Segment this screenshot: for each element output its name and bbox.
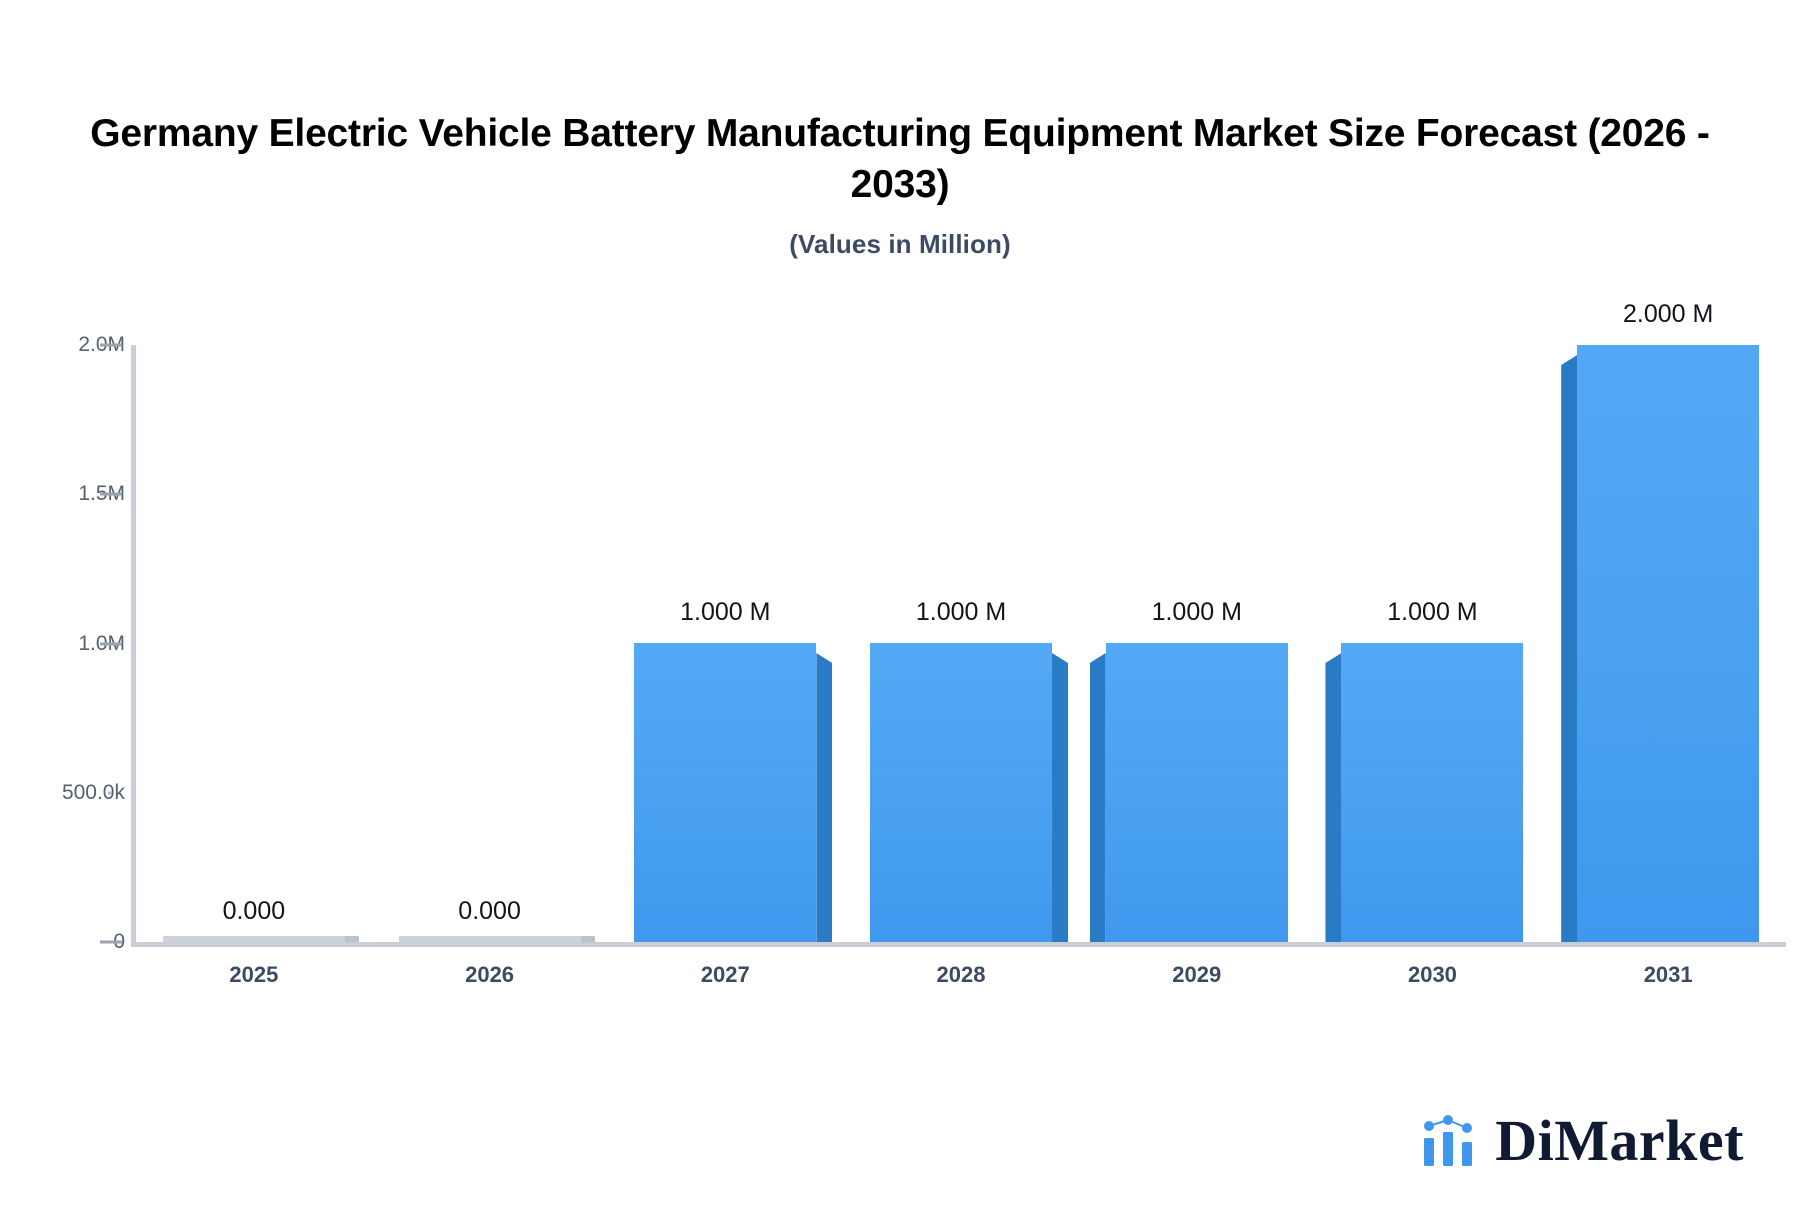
- bar-slot[interactable]: 0.000: [372, 300, 608, 942]
- bar-slot[interactable]: 1.000 M: [607, 300, 843, 942]
- bar-body[interactable]: [1561, 345, 1760, 942]
- bar-value-label: 1.000 M: [1151, 598, 1242, 626]
- bar-zero-slab[interactable]: [162, 936, 359, 942]
- bar-2026[interactable]: 0.000: [398, 897, 595, 942]
- bar-body[interactable]: [1325, 643, 1524, 942]
- bar-2025[interactable]: 0.000: [162, 897, 359, 942]
- dimarket-logo: DiMarket: [1421, 1112, 1744, 1170]
- bar-side-face: [1052, 653, 1069, 942]
- chart-header: Germany Electric Vehicle Battery Manufac…: [0, 0, 1800, 260]
- bar-front-face[interactable]: [634, 643, 817, 942]
- bar-slot[interactable]: 1.000 M: [843, 300, 1079, 942]
- y-axis-tick-mark: [100, 343, 122, 347]
- bar-side-face: [1089, 653, 1106, 942]
- bar-zero-slab[interactable]: [398, 936, 595, 942]
- bar-side-face: [1325, 653, 1342, 942]
- bar-side-face: [816, 653, 833, 942]
- bar-value-label: 1.000 M: [915, 598, 1007, 626]
- bar-2030[interactable]: 1.000 M: [1325, 598, 1524, 942]
- bar-body[interactable]: [1089, 643, 1288, 942]
- bar-series: 0.000 0.000 1.000 M 1.000 M 1.000 M 1.000 M 2.…: [136, 300, 1786, 942]
- bar-value-label: 0.000: [222, 897, 286, 925]
- y-axis-line: [131, 345, 136, 945]
- bar-slot[interactable]: 1.000 M: [1079, 300, 1315, 942]
- x-axis-label-2025: 2025: [229, 962, 279, 987]
- bar-value-label: 0.000: [458, 897, 521, 925]
- bar-2029[interactable]: 1.000 M: [1089, 598, 1288, 942]
- y-axis-tick-label: 500.0k: [61, 780, 125, 804]
- y-axis-tick-mark: [100, 642, 122, 645]
- x-axis-label-2030: 2030: [1407, 962, 1457, 987]
- bar-value-label: 2.000 M: [1623, 300, 1714, 328]
- x-axis-baseline: [131, 942, 1786, 947]
- bar-2027[interactable]: 1.000 M: [634, 598, 833, 942]
- bar-slot[interactable]: 2.000 M: [1550, 300, 1786, 942]
- chart-title: Germany Electric Vehicle Battery Manufac…: [90, 112, 1710, 207]
- x-axis-label-2031: 2031: [1643, 962, 1693, 987]
- bar-slot[interactable]: 0.000: [136, 300, 372, 942]
- y-axis-tick-mark: [108, 791, 112, 795]
- dimarket-bars-icon: [1424, 1115, 1473, 1166]
- x-axis-label-2026: 2026: [465, 962, 515, 987]
- x-axis-label-2029: 2029: [1172, 962, 1222, 987]
- bar-body[interactable]: [634, 643, 833, 942]
- bar-front-face[interactable]: [1341, 643, 1524, 942]
- bar-front-face[interactable]: [1105, 643, 1288, 942]
- bar-value-label: 1.000 M: [680, 598, 771, 626]
- x-axis-label-2028: 2028: [936, 962, 986, 987]
- bar-front-face[interactable]: [870, 643, 1053, 942]
- x-axis-label-2027: 2027: [700, 962, 750, 987]
- bar-side-face: [1561, 355, 1578, 942]
- bar-value-label: 1.000 M: [1387, 598, 1478, 626]
- bar-2028[interactable]: 1.000 M: [870, 598, 1069, 942]
- bar-body[interactable]: [870, 643, 1069, 942]
- chart-subtitle: (Values in Million): [789, 228, 1011, 259]
- bar-front-face[interactable]: [1577, 345, 1760, 942]
- logo-wordmark: DiMarket: [1495, 1108, 1744, 1173]
- y-axis-tick-mark: [100, 492, 122, 496]
- x-axis-labels: 2025 2026 2027 2028 2029 2030 2031: [136, 962, 1786, 988]
- bar-slot[interactable]: 1.000 M: [1315, 300, 1551, 942]
- bar-2031[interactable]: 2.000 M: [1561, 300, 1760, 942]
- y-axis-tick-mark: [100, 940, 122, 944]
